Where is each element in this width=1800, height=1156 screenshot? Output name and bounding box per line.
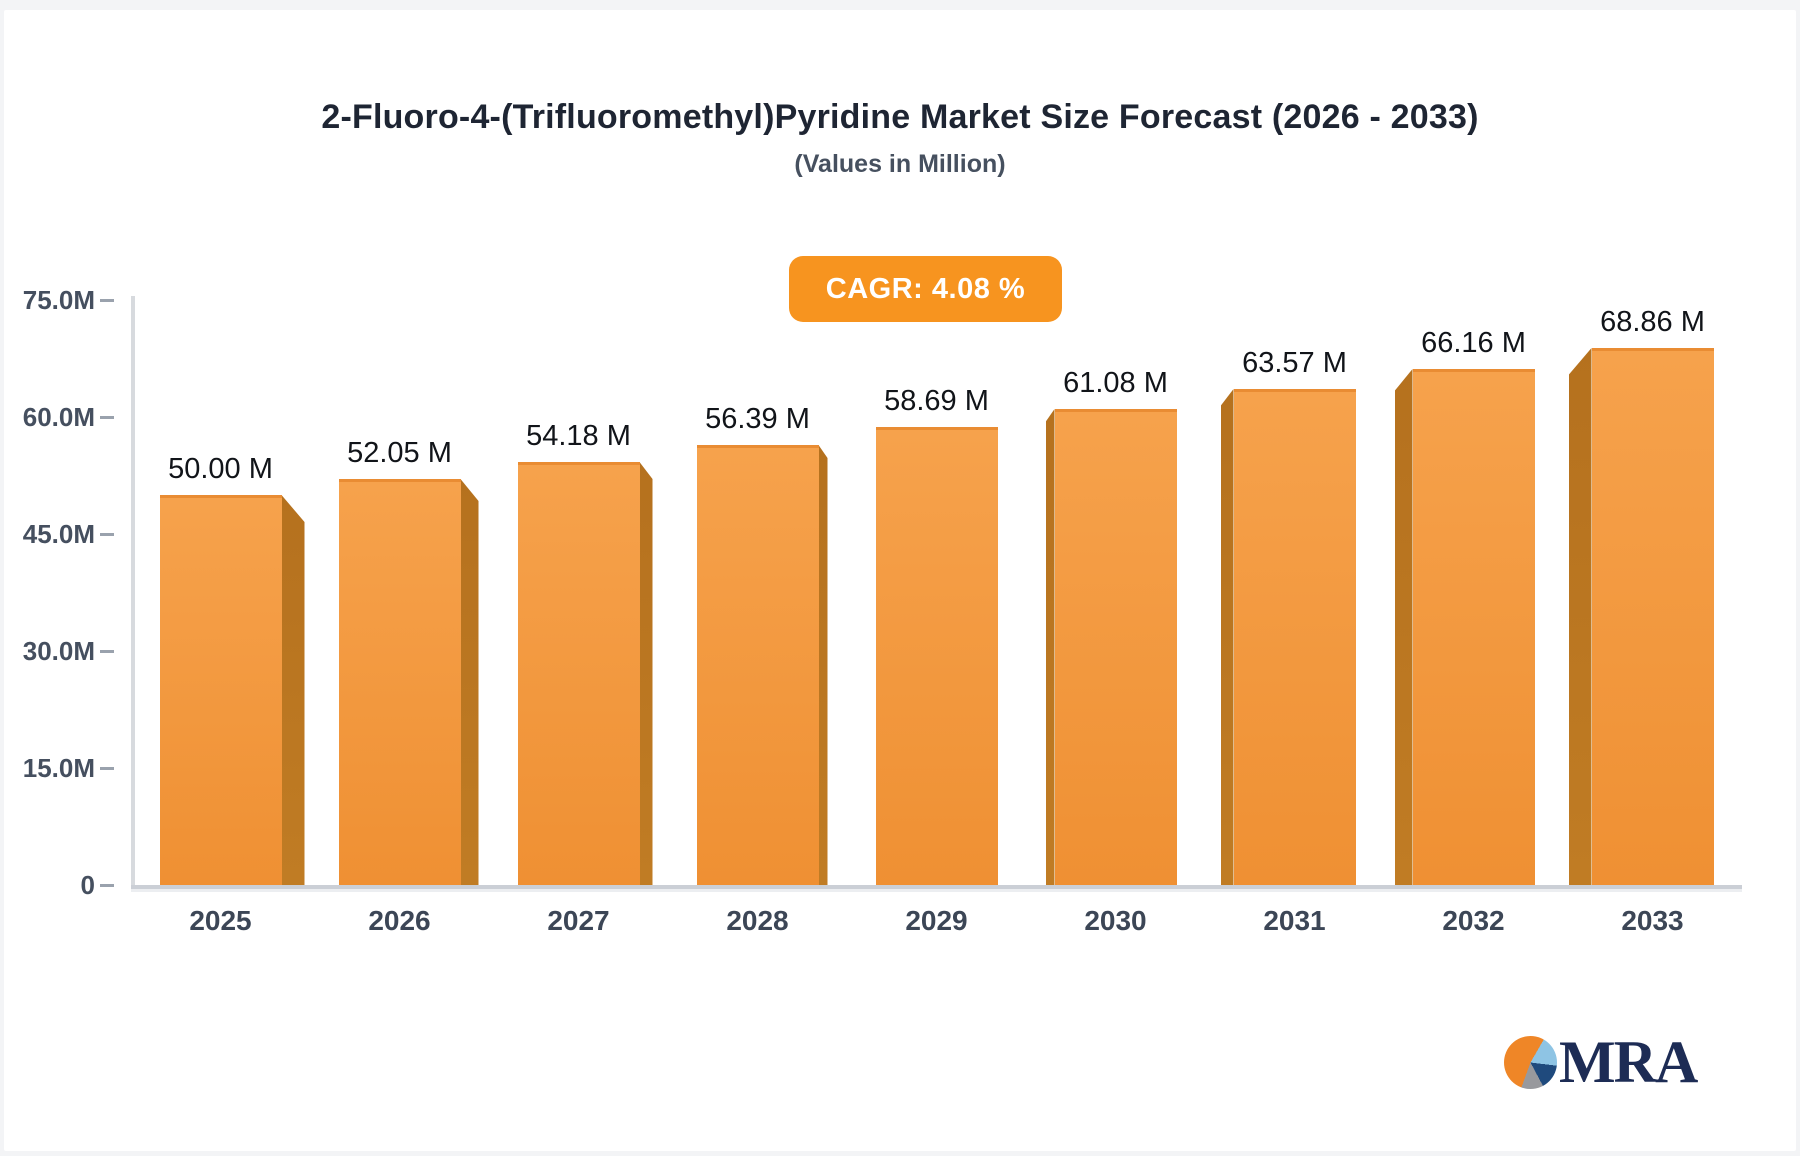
bar-slot-2028: 56.39 M bbox=[668, 300, 847, 885]
cagr-badge: CAGR: 4.08 % bbox=[789, 256, 1062, 322]
y-tick-label: 60.0M bbox=[22, 402, 95, 432]
x-tick-label-2027: 2027 bbox=[547, 905, 610, 936]
bar-2028: 56.39 M bbox=[696, 403, 828, 885]
bar-slot-2027: 54.18 M bbox=[489, 300, 668, 885]
x-tick-label-2033: 2033 bbox=[1621, 905, 1684, 936]
bar-slot-2026: 52.05 M bbox=[310, 300, 489, 885]
bars-area: 50.00 M 52.05 M 54.18 M 56.39 M 58.69 M 61.08… bbox=[131, 300, 1742, 885]
bar-value-label: 54.18 M bbox=[526, 420, 631, 452]
bar-2033: 68.86 M bbox=[1568, 306, 1714, 885]
chart-title: 2-Fluoro-4-(Trifluoromethyl)Pyridine Mar… bbox=[321, 98, 1479, 136]
y-tick-mark bbox=[100, 884, 114, 887]
bar-value-label: 63.57 M bbox=[1242, 347, 1347, 379]
bar-side-3d bbox=[1220, 389, 1234, 885]
bar-value-label: 58.69 M bbox=[884, 385, 989, 417]
bar-face bbox=[1591, 348, 1714, 885]
bar-face bbox=[1412, 369, 1535, 885]
bar-value-label: 68.86 M bbox=[1600, 306, 1705, 338]
bar-face bbox=[1054, 409, 1177, 885]
bar-side-3d bbox=[460, 479, 479, 885]
x-tick-label-2026: 2026 bbox=[368, 905, 431, 936]
x-tick-label-2025: 2025 bbox=[189, 905, 252, 936]
bar-slot-2033: 68.86 M bbox=[1563, 300, 1742, 885]
bar-2027: 54.18 M bbox=[517, 420, 653, 885]
pie-chart-logo-icon bbox=[1504, 1036, 1557, 1089]
x-tick-label-2029: 2029 bbox=[905, 905, 968, 936]
x-tick-label-2031: 2031 bbox=[1263, 905, 1326, 936]
bar-slot-2031: 63.57 M bbox=[1205, 300, 1384, 885]
bar-slot-2030: 61.08 M bbox=[1026, 300, 1205, 885]
bar-2032: 66.16 M bbox=[1394, 327, 1535, 885]
bar-2026: 52.05 M bbox=[338, 437, 479, 885]
y-tick-label: 15.0M bbox=[22, 753, 95, 783]
x-axis-shadow bbox=[131, 889, 1742, 892]
bar-slot-2032: 66.16 M bbox=[1384, 300, 1563, 885]
bar-face bbox=[517, 462, 640, 885]
y-axis-line bbox=[131, 296, 135, 887]
chart-subtitle: (Values in Million) bbox=[794, 150, 1006, 178]
y-tick-mark bbox=[100, 299, 114, 302]
bar-slot-2025: 50.00 M bbox=[131, 300, 310, 885]
bar-value-label: 52.05 M bbox=[347, 437, 452, 469]
bar-2029: 58.69 M bbox=[875, 385, 998, 885]
y-tick-label: 30.0M bbox=[22, 636, 95, 666]
bar-value-label: 66.16 M bbox=[1421, 327, 1526, 359]
cagr-badge-label: CAGR: 4.08 % bbox=[825, 272, 1026, 305]
y-tick-label: 75.0M bbox=[22, 285, 95, 315]
y-tick-mark bbox=[100, 416, 114, 419]
bar-2025: 50.00 M bbox=[159, 453, 305, 885]
x-tick-label-2032: 2032 bbox=[1442, 905, 1505, 936]
bar-side-3d bbox=[1568, 348, 1592, 885]
y-tick-mark bbox=[100, 767, 114, 770]
x-axis-labels: 2025 2026 2027 2028 2029 2030 2031 2032 2033 bbox=[131, 905, 1742, 937]
bar-2030: 61.08 M bbox=[1045, 367, 1177, 885]
bar-value-label: 56.39 M bbox=[705, 403, 810, 435]
y-tick-label: 0 bbox=[80, 870, 95, 900]
bar-2031: 63.57 M bbox=[1220, 347, 1356, 885]
y-tick-mark bbox=[100, 650, 114, 653]
bar-side-3d bbox=[281, 495, 305, 885]
bar-face bbox=[159, 495, 282, 885]
bar-face bbox=[338, 479, 461, 885]
x-axis-line bbox=[131, 885, 1742, 889]
bar-face bbox=[1233, 389, 1356, 885]
brand-logo: MRA bbox=[1504, 1029, 1698, 1095]
y-tick-mark bbox=[100, 533, 114, 536]
y-tick-label: 45.0M bbox=[22, 519, 95, 549]
bar-value-label: 50.00 M bbox=[168, 453, 273, 485]
bar-side-3d bbox=[818, 445, 828, 885]
bar-side-3d bbox=[1394, 369, 1413, 885]
x-tick-label-2028: 2028 bbox=[726, 905, 789, 936]
bar-side-3d bbox=[1045, 409, 1055, 885]
brand-name: MRA bbox=[1559, 1029, 1698, 1095]
bar-side-3d bbox=[639, 462, 653, 885]
bar-face bbox=[875, 427, 998, 885]
bar-slot-2029: 58.69 M bbox=[847, 300, 1026, 885]
bar-face bbox=[696, 445, 819, 885]
x-tick-label-2030: 2030 bbox=[1084, 905, 1147, 936]
bar-value-label: 61.08 M bbox=[1063, 367, 1168, 399]
